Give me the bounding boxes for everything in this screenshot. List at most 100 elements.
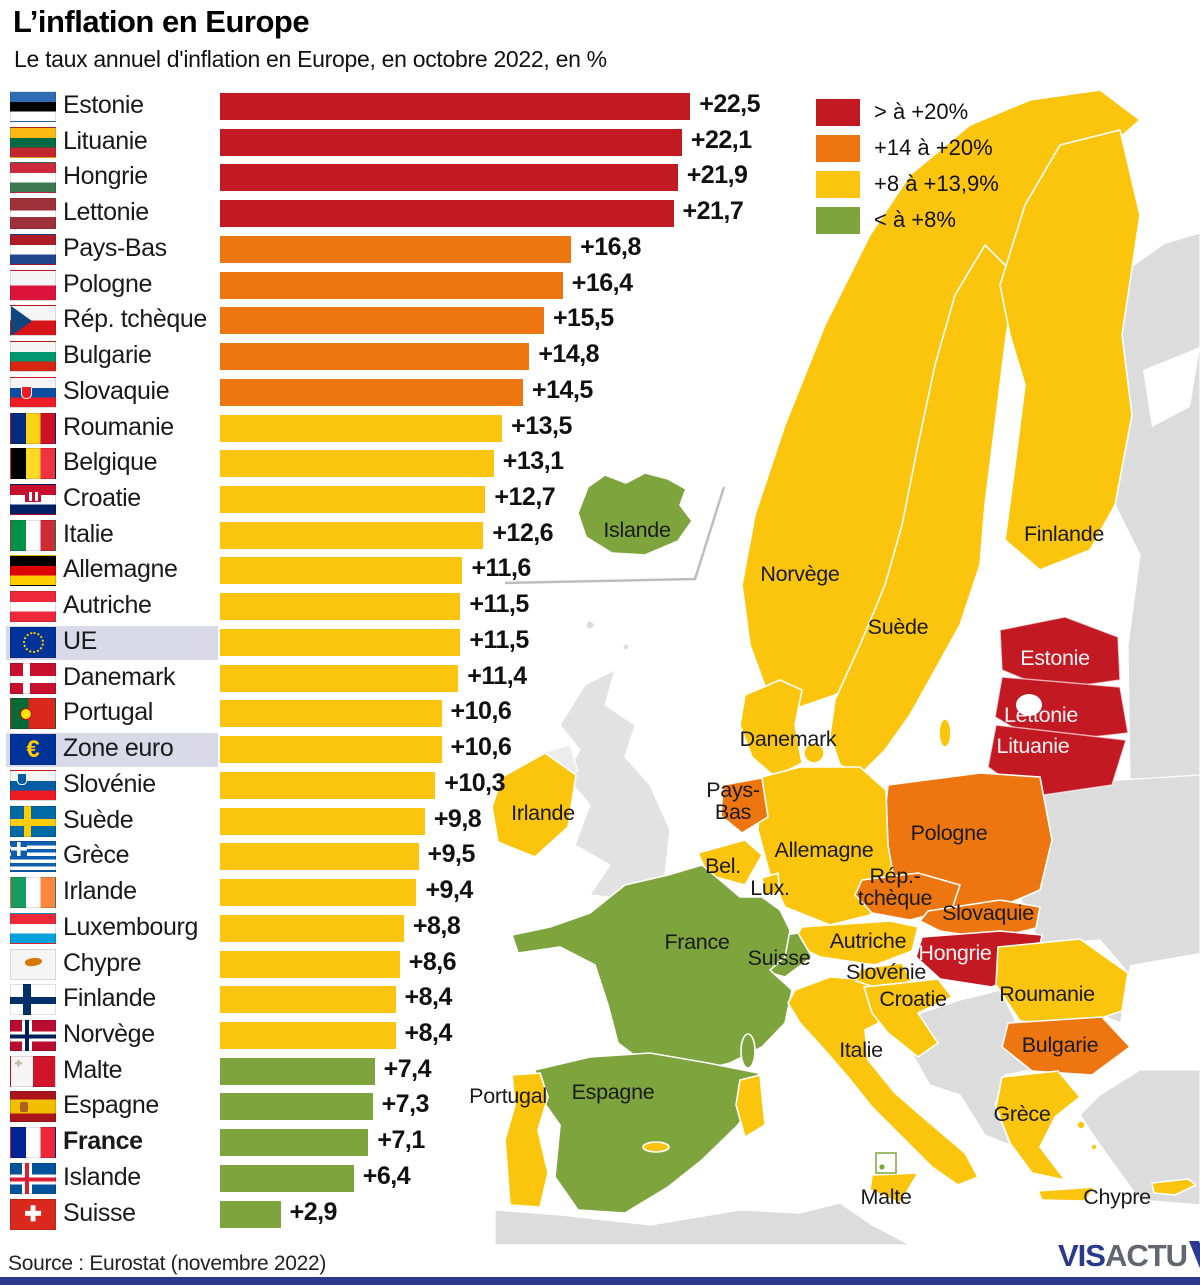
map-country-islande (577, 472, 693, 556)
value-label: +8,4 (404, 983, 453, 1012)
flag-icon-fi (10, 984, 56, 1016)
legend: > à +20% +14 à +20% +8 à +13,9% < à +8% (816, 94, 999, 238)
value-bar (220, 1200, 281, 1228)
flag-icon-hu (10, 162, 56, 194)
iceland-inset-border (504, 486, 726, 585)
value-label: +21,9 (686, 161, 748, 190)
chart-row-pt: Portugal +10,6 (0, 697, 800, 733)
country-label: UE (63, 626, 97, 655)
flag-icon-be (10, 448, 56, 480)
chart-row-lu: Luxembourg +8,8 (0, 912, 800, 948)
page-subtitle: Le taux annuel d'inflation en Europe, en… (14, 46, 607, 72)
country-label: Suède (63, 805, 134, 834)
flag-icon-pt (10, 698, 56, 730)
value-bar (220, 200, 674, 228)
value-bar (220, 593, 461, 621)
country-label: Slovaquie (63, 376, 170, 405)
chart-row-de: Allemagne +11,6 (0, 554, 800, 590)
map-country-bulgarie (1001, 1016, 1131, 1076)
country-label: Belgique (63, 448, 158, 477)
chart-row-bg: Bulgarie +14,8 (0, 340, 800, 376)
flag-icon-de (10, 555, 56, 587)
chart-row-nl: Pays-Bas +16,8 (0, 233, 800, 269)
value-bar (220, 164, 678, 192)
map-country-espagne (534, 1052, 763, 1214)
map-region-north-africa (494, 1202, 911, 1245)
value-bar (220, 128, 682, 156)
value-label: +7,4 (383, 1054, 432, 1083)
flag-icon-is (10, 1162, 56, 1194)
map-label-espagne: Espagne (572, 1080, 655, 1104)
value-bar (220, 1057, 375, 1085)
value-label: +8,8 (412, 911, 461, 940)
value-bar (220, 343, 530, 371)
map-label-italie: Italie (839, 1038, 883, 1062)
flag-icon-cz (10, 305, 56, 337)
map-country-turkey (1079, 1069, 1200, 1206)
map-island-aegean1 (1076, 1120, 1086, 1130)
page-title: L’inflation en Europe (13, 4, 310, 39)
chart-row-es: Espagne +7,3 (0, 1090, 800, 1126)
value-bar (220, 628, 461, 656)
chart-row-eu: UE +11,5 (0, 625, 800, 662)
map-label-slovaquie: Slovaquie (942, 901, 1034, 925)
flag-icon-fr (10, 1127, 56, 1159)
map-country-portugal (504, 1072, 549, 1208)
value-bar (220, 736, 442, 764)
legend-swatch-yellow (816, 170, 860, 198)
country-label: Zone euro (63, 734, 174, 763)
map-label-autriche: Autriche (830, 929, 906, 953)
source-note: Source : Eurostat (novembre 2022) (8, 1252, 327, 1275)
country-label: Luxembourg (63, 912, 198, 941)
country-label: Slovénie (63, 769, 156, 798)
chart-row-hu: Hongrie +21,9 (0, 161, 800, 197)
map-sea-black-sea (1120, 953, 1200, 1077)
map-label-pays_bas: Pays-Bas (706, 778, 760, 824)
country-label: Allemagne (63, 555, 178, 584)
flag-icon-lv (10, 198, 56, 230)
value-bar (220, 557, 463, 585)
flag-icon-es (10, 1091, 56, 1123)
country-label: Croatie (63, 484, 141, 513)
map-label-malte: Malte (860, 1185, 911, 1209)
flag-icon-lu (10, 912, 56, 944)
flag-icon-sk (10, 376, 56, 408)
map-country-finlande (999, 129, 1141, 571)
value-label: +12,6 (492, 518, 554, 547)
value-label: +11,6 (471, 554, 531, 583)
flag-icon-bg (10, 341, 56, 373)
value-label: +8,4 (404, 1018, 453, 1047)
map-country-estonie (999, 616, 1121, 691)
chart-row-at: Autriche +11,5 (0, 590, 800, 626)
europe-map: Islande Norvège Suède Finlande Estonie Letton… (469, 89, 1200, 1245)
value-bar (220, 521, 484, 549)
country-label: Grèce (63, 841, 130, 870)
map-country-danemark (739, 679, 803, 778)
country-label: Danemark (63, 662, 176, 691)
value-label: +13,5 (511, 411, 572, 440)
value-bar (220, 1093, 373, 1121)
country-label: Islande (63, 1162, 141, 1191)
value-bar (220, 486, 486, 514)
map-label-irlande: Irlande (511, 801, 575, 825)
flag-icon-it (10, 519, 56, 551)
chart-row-is: Islande +6,4 (0, 1162, 800, 1198)
flag-icon-nl (10, 233, 56, 265)
country-label: Suisse (63, 1198, 136, 1227)
value-bar (220, 235, 572, 263)
value-bar (220, 271, 563, 299)
map-island-sardaigne (735, 1074, 766, 1138)
map-label-danemark: Danemark (740, 727, 837, 751)
map-island-crete (1037, 1186, 1096, 1202)
value-bar (220, 914, 404, 942)
map-island-shetland (622, 643, 630, 651)
value-label: +7,3 (381, 1090, 430, 1119)
map-label-finlande: Finlande (1024, 522, 1104, 546)
country-label: Lettonie (63, 198, 149, 227)
chart-row-hr: Croatie +12,7 (0, 483, 800, 519)
flag-icon-no (10, 1019, 56, 1051)
legend-item: > à +20% (816, 94, 999, 130)
value-bar (220, 879, 417, 907)
value-label: +9,8 (433, 804, 482, 833)
